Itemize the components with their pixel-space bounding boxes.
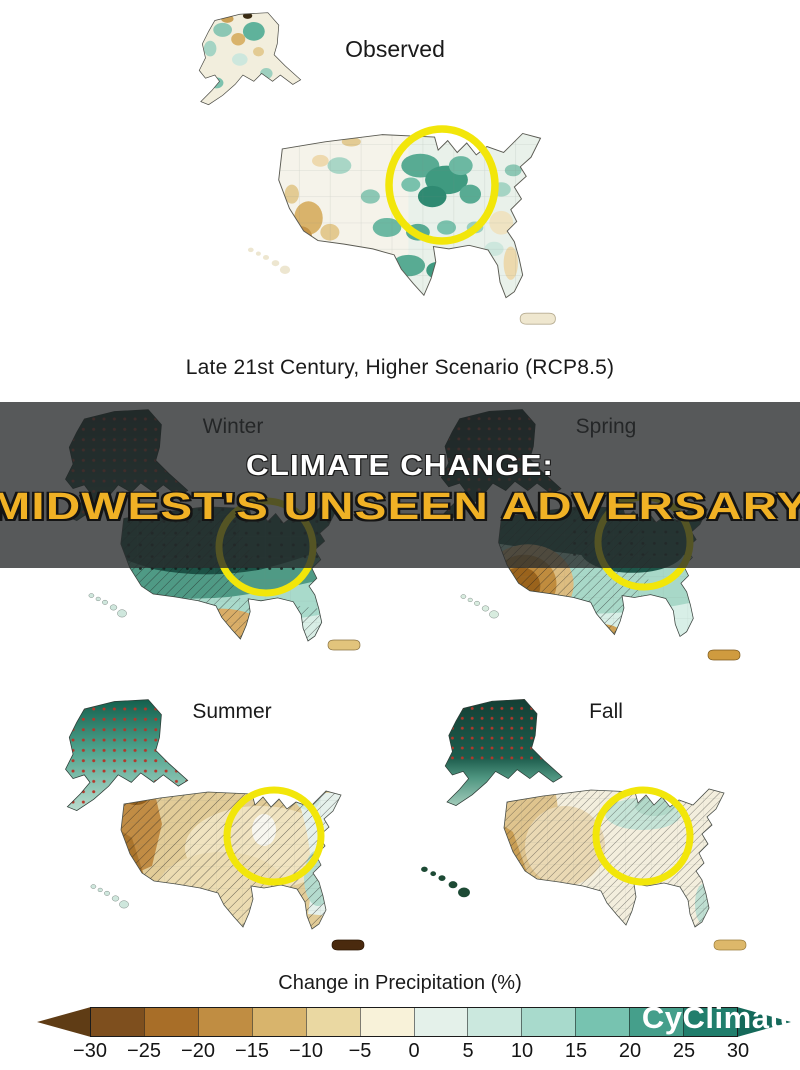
colorbar-cell — [305, 1008, 360, 1036]
colorbar-tick: −15 — [235, 1040, 269, 1062]
midwest-highlight-circle-summer — [223, 786, 325, 886]
winter-puerto-rico-map — [327, 639, 361, 651]
colorbar-tick: 30 — [726, 1040, 750, 1062]
scenario-title: Late 21st Century, Higher Scenario (RCP8… — [185, 356, 615, 379]
colorbar-tick: −20 — [181, 1040, 215, 1062]
colorbar-cell — [91, 1008, 144, 1036]
fall-map-title: Fall — [589, 700, 623, 723]
colorbar-cell — [143, 1008, 198, 1036]
spring-hawaii-map — [460, 594, 500, 619]
colorbar-cell — [413, 1008, 468, 1036]
colorbar-title: Change in Precipitation (%) — [278, 972, 522, 994]
colorbar-cell — [521, 1008, 576, 1036]
summer-map-panel — [65, 699, 365, 951]
observed-map-title: Observed — [345, 36, 445, 62]
observed-hawaii-map — [247, 247, 291, 274]
summer-puerto-rico-map — [331, 939, 365, 951]
headline-banner-overlay: CLIMATE CHANGE: MIDWEST'S UNSEEN ADVERSA… — [0, 402, 800, 568]
colorbar-tick: −25 — [127, 1040, 161, 1062]
colorbar-tick: 20 — [618, 1040, 642, 1062]
colorbar-tick: 10 — [510, 1040, 534, 1062]
colorbar-cell — [575, 1008, 630, 1036]
colorbar-tick: 25 — [672, 1040, 696, 1062]
observed-map-panel — [198, 12, 556, 325]
colorbar-cell — [683, 1008, 738, 1036]
winter-hawaii-map — [88, 593, 128, 618]
colorbar-cell — [197, 1008, 252, 1036]
colorbar-cell — [629, 1008, 684, 1036]
summer-map-title: Summer — [192, 700, 272, 723]
colorbar-cell — [251, 1008, 306, 1036]
colorbar-tick: −10 — [289, 1040, 323, 1062]
summer-hawaii-map — [90, 884, 130, 909]
fall-puerto-rico-map — [713, 939, 747, 951]
headline-title: MIDWEST'S UNSEEN ADVERSARY — [0, 486, 800, 528]
colorbar-tick: 15 — [564, 1040, 588, 1062]
midwest-highlight-circle-observed — [385, 125, 499, 245]
colorbar-tick: 0 — [408, 1040, 420, 1062]
colorbar — [90, 1007, 738, 1037]
fall-hawaii-map — [421, 866, 470, 898]
spring-puerto-rico-map — [707, 649, 741, 661]
observed-alaska-map — [198, 12, 302, 106]
colorbar-cell — [359, 1008, 414, 1036]
observed-puerto-rico-map — [519, 312, 556, 325]
colorbar-tick: −30 — [73, 1040, 107, 1062]
fall-map-panel — [421, 698, 747, 951]
headline-kicker: CLIMATE CHANGE: — [246, 450, 554, 482]
colorbar-tick: 5 — [462, 1040, 474, 1062]
colorbar-left-arrow — [37, 1007, 91, 1037]
observed-conus-map — [278, 132, 542, 299]
cyclimate-watermark: CyClimate — [641, 1000, 798, 1035]
midwest-highlight-circle-fall — [592, 786, 694, 886]
colorbar-tick: −5 — [348, 1040, 372, 1062]
colorbar-cell — [467, 1008, 522, 1036]
